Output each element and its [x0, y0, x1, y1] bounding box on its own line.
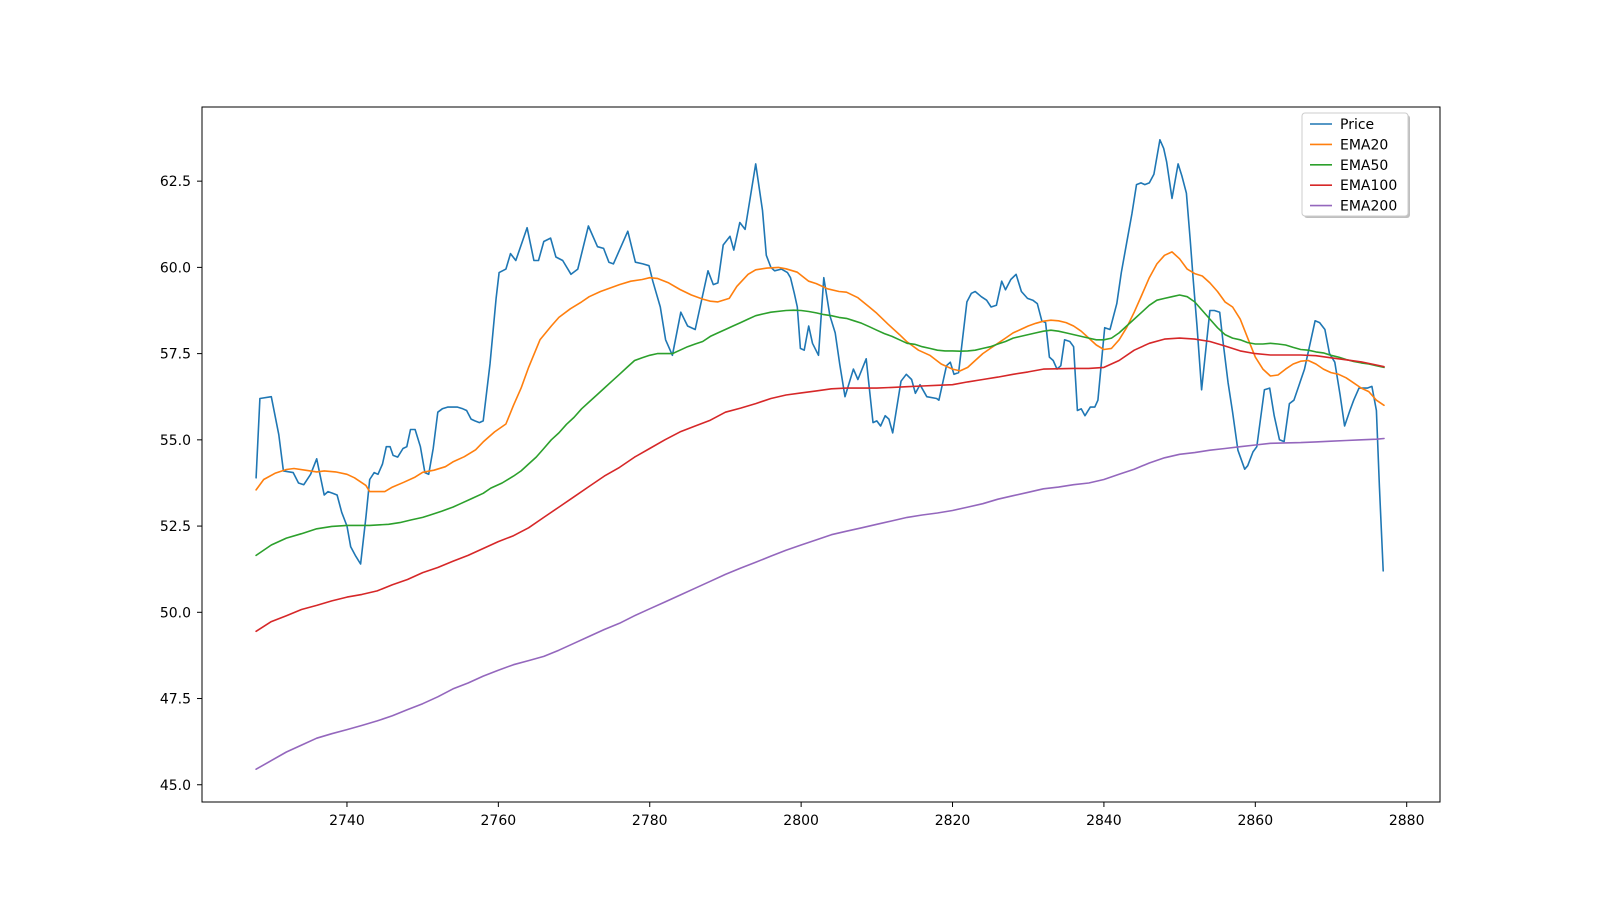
- y-tick-label: 52.5: [160, 519, 191, 535]
- y-tick-label: 45.0: [160, 778, 191, 794]
- series-ema20: [255, 251, 1385, 493]
- y-axis: 45.0 47.5 50.0 52.5 55.0 57.5 60.0 62.5: [160, 174, 202, 794]
- series-lines: [255, 139, 1385, 771]
- x-tick-label: 2760: [481, 813, 517, 829]
- x-tick-label: 2780: [632, 813, 668, 829]
- plot-area: [201, 106, 1441, 803]
- x-tick-label: 2880: [1389, 813, 1425, 829]
- y-tick-label: 60.0: [160, 260, 191, 276]
- y-tick-label: 55.0: [160, 433, 191, 449]
- legend-label: Price: [1340, 117, 1374, 133]
- y-tick-label: 47.5: [160, 692, 191, 708]
- x-tick-label: 2820: [935, 813, 971, 829]
- legend: Price EMA20 EMA50 EMA100 EMA200: [1301, 112, 1410, 218]
- x-tick-label: 2800: [783, 813, 819, 829]
- x-axis: 2740 2760 2780 2800 2820 2840 2860 2880: [329, 802, 1425, 829]
- legend-box: [1301, 112, 1409, 217]
- y-tick-label: 57.5: [160, 347, 191, 363]
- axes-spines: [201, 106, 1441, 803]
- legend-label: EMA50: [1340, 158, 1388, 174]
- series-price: [255, 139, 1384, 572]
- legend-label: EMA200: [1340, 199, 1397, 215]
- legend-label: EMA20: [1340, 137, 1388, 153]
- x-tick-label: 2740: [329, 813, 365, 829]
- series-ema50: [255, 294, 1385, 557]
- legend-label: EMA100: [1340, 178, 1397, 194]
- y-tick-label: 50.0: [160, 605, 191, 621]
- x-tick-label: 2860: [1237, 813, 1273, 829]
- series-ema100: [255, 337, 1385, 633]
- y-tick-label: 62.5: [160, 174, 191, 190]
- x-tick-label: 2840: [1086, 813, 1122, 829]
- series-ema200: [255, 437, 1385, 771]
